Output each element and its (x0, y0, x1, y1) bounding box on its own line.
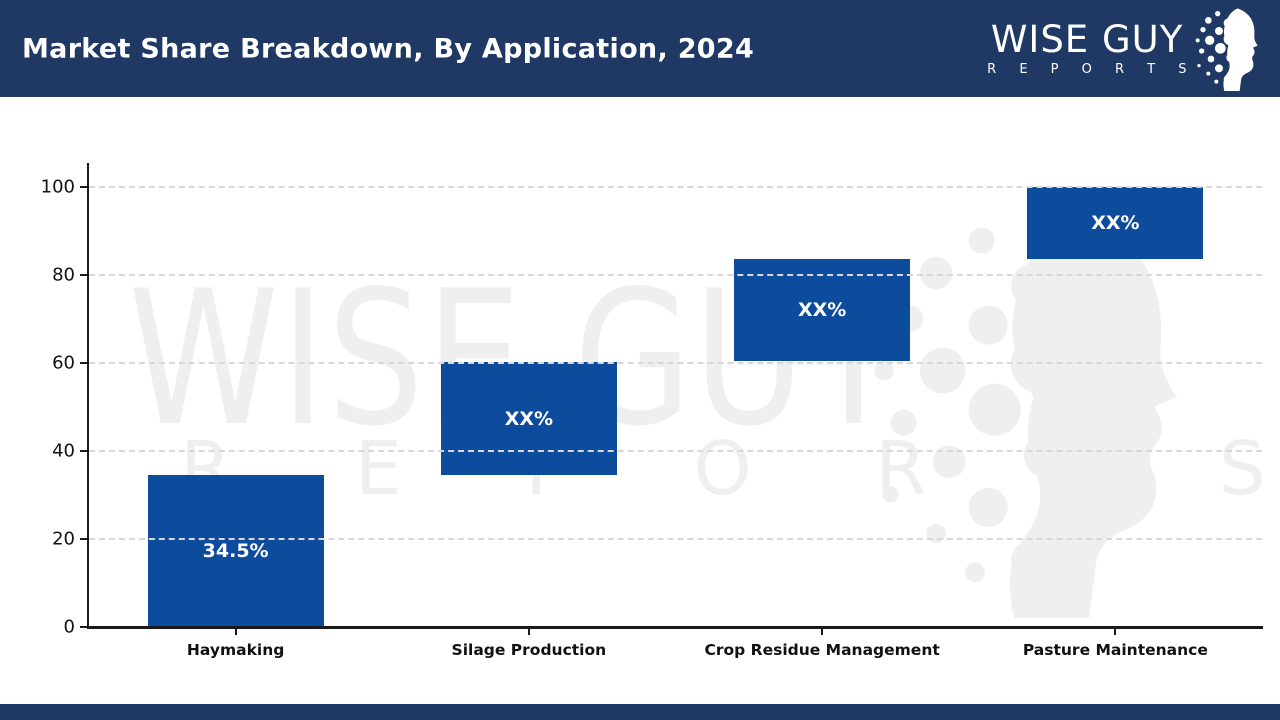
gridline-80 (89, 274, 1262, 276)
bar-silage-production (440, 362, 617, 476)
logo-text: WISE GUY R E P O R T S (978, 21, 1196, 77)
plot-area: 34.5% XX% XX% XX% (89, 163, 1262, 627)
y-axis-line (87, 163, 89, 629)
ytick-label-100: 100 (40, 176, 75, 198)
xtick-mark-3 (821, 629, 824, 635)
xtick-mark-2 (527, 629, 530, 635)
gridline-60 (89, 362, 1262, 364)
ytick-label-40: 40 (52, 440, 75, 462)
ytick-mark-0 (80, 626, 87, 628)
category-label-2: Silage Production (451, 641, 607, 659)
xtick-mark-4 (1114, 629, 1117, 635)
ytick-mark-60 (80, 362, 87, 364)
bar-value-label: XX% (504, 407, 554, 430)
bar-value-label: 34.5% (202, 540, 269, 563)
footer-bar (0, 704, 1280, 720)
page-title: Market Share Breakdown, By Application, … (22, 33, 755, 64)
ytick-mark-100 (80, 186, 87, 188)
gridline-40 (89, 450, 1262, 452)
gridline-20 (89, 538, 1262, 540)
bar-crop-residue-management (734, 259, 911, 361)
ytick-label-0: 0 (63, 616, 75, 638)
category-label-4: Pasture Maintenance (1022, 641, 1208, 659)
category-label-1: Haymaking (186, 641, 285, 659)
ytick-label-80: 80 (52, 264, 75, 286)
gridline-100 (89, 186, 1262, 188)
ytick-label-60: 60 (52, 352, 75, 374)
logo-subtitle: R E P O R T S (987, 62, 1196, 77)
ytick-label-20: 20 (52, 528, 75, 550)
category-label-3: Crop Residue Management (704, 641, 940, 659)
logo-head-icon (1195, 8, 1258, 91)
x-axis-line (87, 626, 1263, 629)
ytick-mark-40 (80, 450, 87, 452)
logo-wordmark: WISE GUY (990, 18, 1184, 61)
ytick-mark-80 (80, 274, 87, 276)
header-bar: Market Share Breakdown, By Application, … (0, 0, 1280, 97)
bar-value-label: XX% (1091, 211, 1140, 234)
bar-value-label: XX% (797, 298, 847, 321)
logo: WISE GUY R E P O R T S (978, 8, 1266, 91)
bar-haymaking (147, 475, 324, 627)
ytick-mark-20 (80, 538, 87, 540)
xtick-mark-1 (234, 629, 237, 635)
